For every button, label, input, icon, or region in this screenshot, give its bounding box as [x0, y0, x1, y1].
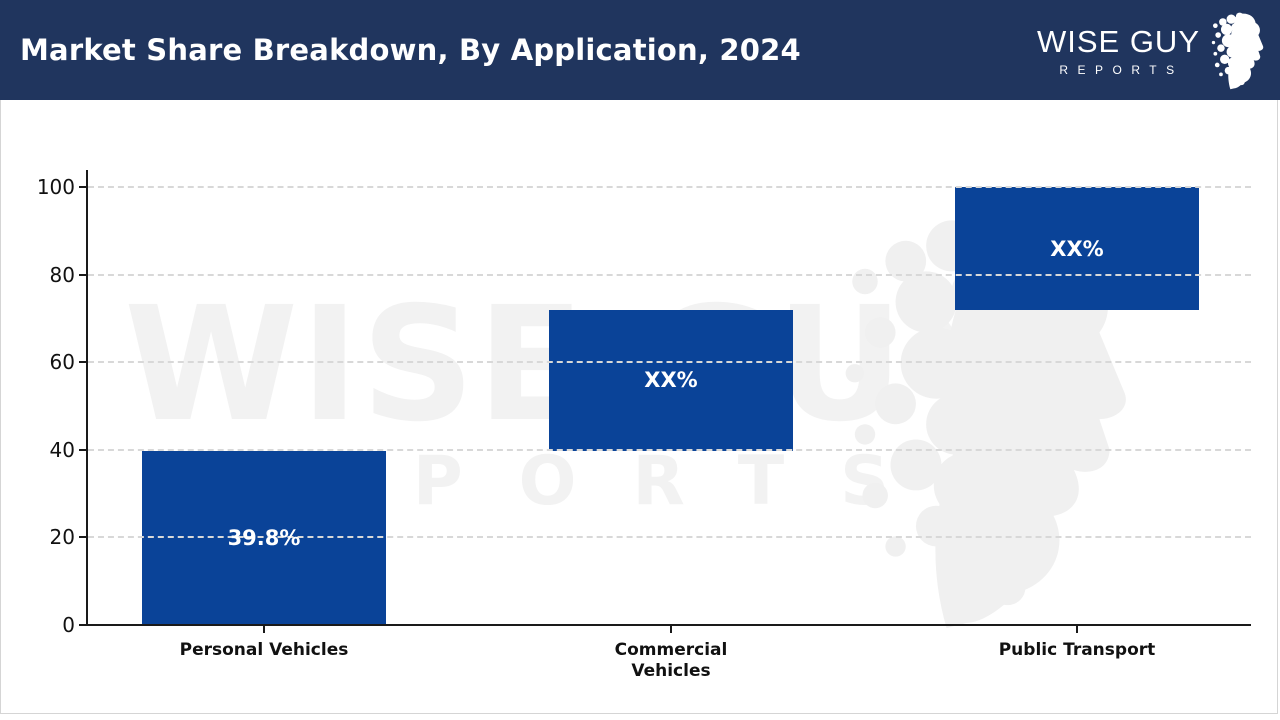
y-axis-tick-label: 60 — [49, 350, 75, 375]
x-axis-tick — [670, 626, 672, 633]
logo-text: WISE GUY REPORTS — [1037, 24, 1200, 77]
y-axis-line — [86, 170, 88, 626]
x-axis-line — [86, 624, 1251, 626]
y-axis-tick — [79, 361, 88, 364]
category-label: Personal Vehicles — [179, 640, 349, 660]
x-axis-tick — [1076, 626, 1078, 633]
y-axis-tick — [79, 448, 88, 451]
gridline — [88, 361, 1251, 364]
dotted-face-icon — [1211, 12, 1264, 90]
gridline — [88, 448, 1251, 451]
gridline — [88, 186, 1251, 188]
watermark-face-icon — [845, 210, 1126, 628]
y-axis-tick — [79, 536, 88, 539]
bar-value-label: XX% — [1050, 236, 1104, 261]
page-title: Market Share Breakdown, By Application, … — [20, 33, 801, 67]
y-axis-tick — [79, 186, 88, 188]
category-label: Public Transport — [998, 640, 1156, 660]
bar — [955, 187, 1199, 311]
y-axis-tick-label: 0 — [62, 613, 75, 637]
category-label: Commercial Vehicles — [614, 640, 728, 681]
y-axis-tick-label: 20 — [49, 525, 75, 550]
x-axis-tick — [263, 626, 265, 633]
bar-value-label: 39.8% — [227, 525, 301, 550]
logo-subtitle: REPORTS — [1059, 62, 1184, 77]
header-bar: Market Share Breakdown, By Application, … — [0, 0, 1280, 100]
logo-wordmark: WISE GUY — [1036, 23, 1200, 59]
y-axis-tick-label: 100 — [36, 175, 75, 199]
gridline — [88, 273, 1251, 276]
y-axis-tick-label: 40 — [49, 437, 75, 462]
y-axis-tick — [79, 624, 88, 626]
bar — [549, 310, 793, 451]
y-axis-tick — [79, 273, 88, 276]
gridline — [88, 536, 1251, 539]
y-axis-tick-label: 80 — [49, 262, 75, 287]
wise-guy-reports-logo: WISE GUY REPORTS — [1037, 0, 1264, 100]
bar-value-label: XX% — [644, 368, 698, 393]
